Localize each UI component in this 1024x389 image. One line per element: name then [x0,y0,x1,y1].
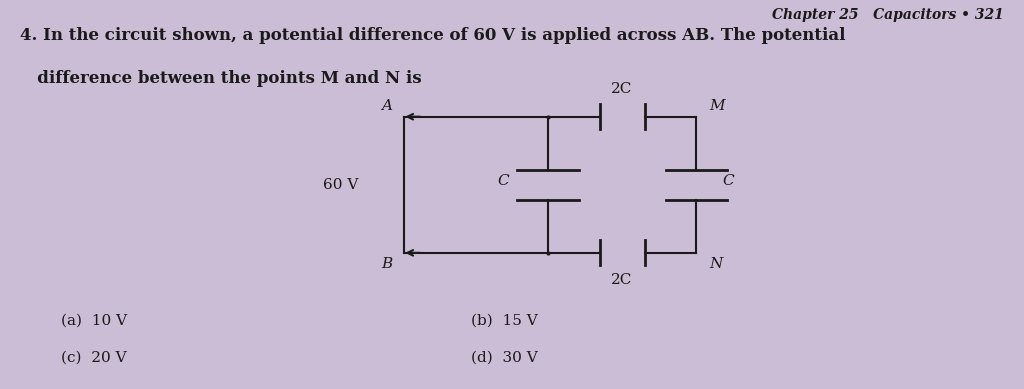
Text: 4. In the circuit shown, a potential difference of 60 V is applied across AB. Th: 4. In the circuit shown, a potential dif… [20,27,846,44]
Text: 60 V: 60 V [323,178,358,192]
Text: C: C [498,174,509,188]
Text: B: B [381,257,392,271]
Text: N: N [710,257,723,271]
Text: Chapter 25   Capacitors • 321: Chapter 25 Capacitors • 321 [772,8,1004,22]
Text: 2C: 2C [611,273,633,287]
Text: A: A [381,99,392,113]
Text: (c)  20 V: (c) 20 V [61,351,127,365]
Text: difference between the points M and N is: difference between the points M and N is [20,70,422,87]
Text: C: C [722,174,733,188]
Text: 2C: 2C [611,82,633,96]
Text: (d)  30 V: (d) 30 V [471,351,538,365]
Text: M: M [710,99,725,113]
Text: (b)  15 V: (b) 15 V [471,314,538,328]
Text: (a)  10 V: (a) 10 V [61,314,128,328]
